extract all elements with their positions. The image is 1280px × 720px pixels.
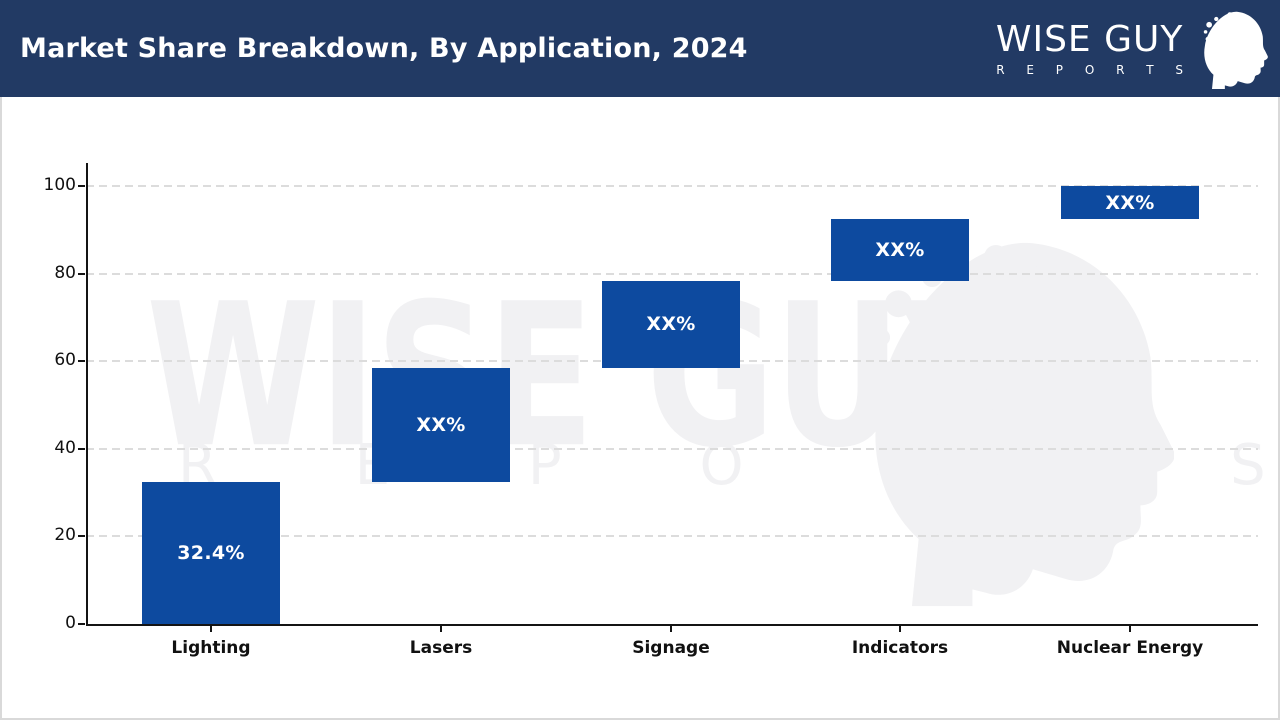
logo-subtext: R E P O R T S — [996, 62, 1192, 77]
logo-text: WISE GUY R E P O R T S — [987, 18, 1192, 77]
x-axis-tick — [210, 626, 212, 632]
x-axis-category-label: Nuclear Energy — [1056, 638, 1204, 658]
header-bar: Market Share Breakdown, By Application, … — [0, 0, 1280, 97]
wiseguy-head-icon — [1203, 11, 1268, 89]
gridline — [86, 447, 1258, 450]
waterfall-bar-nuclear-energy: XX% — [1061, 186, 1199, 220]
x-axis-category-label: Lasers — [409, 638, 473, 658]
gridline — [86, 535, 1258, 538]
waterfall-bar-lasers: XX% — [372, 368, 510, 483]
y-axis-tick-label: 0 — [65, 613, 76, 633]
chart-title: Market Share Breakdown, By Application, … — [20, 33, 748, 64]
y-axis-tick — [78, 623, 85, 625]
x-axis-tick — [670, 626, 672, 632]
logo-wordmark: WISE GUY — [995, 18, 1184, 60]
bar-value-label: XX% — [875, 238, 925, 261]
y-axis-line — [86, 163, 88, 626]
x-axis-category-label: Indicators — [851, 638, 949, 658]
y-axis-tick — [78, 535, 85, 538]
y-axis-tick — [78, 447, 85, 450]
gridline — [86, 185, 1258, 187]
y-axis-tick — [78, 272, 85, 275]
y-axis-tick-label: 100 — [43, 175, 76, 195]
y-axis-tick-label: 80 — [54, 262, 76, 283]
bar-value-label: 32.4% — [177, 542, 245, 565]
x-axis-tick — [899, 626, 901, 632]
bar-value-label: XX% — [646, 313, 696, 336]
bar-value-label: XX% — [1105, 191, 1155, 214]
y-axis-tick — [78, 185, 85, 187]
bar-value-label: XX% — [416, 414, 466, 437]
x-axis-tick — [1129, 626, 1131, 632]
x-axis-category-label: Signage — [632, 638, 710, 658]
y-axis-tick-label: 20 — [54, 525, 76, 546]
x-axis-tick — [440, 626, 442, 632]
waterfall-bar-indicators: XX% — [831, 219, 969, 281]
x-axis-category-label: Lighting — [171, 638, 251, 658]
waterfall-bar-lighting: 32.4% — [142, 482, 280, 624]
wiseguy-logo: WISE GUY R E P O R T S — [987, 8, 1268, 90]
x-axis-line — [86, 624, 1258, 626]
gridline — [86, 272, 1258, 275]
y-axis-tick — [78, 360, 85, 363]
y-axis-tick-label: 60 — [54, 350, 76, 371]
y-axis-tick-label: 40 — [54, 437, 76, 458]
waterfall-bar-signage: XX% — [602, 280, 740, 369]
